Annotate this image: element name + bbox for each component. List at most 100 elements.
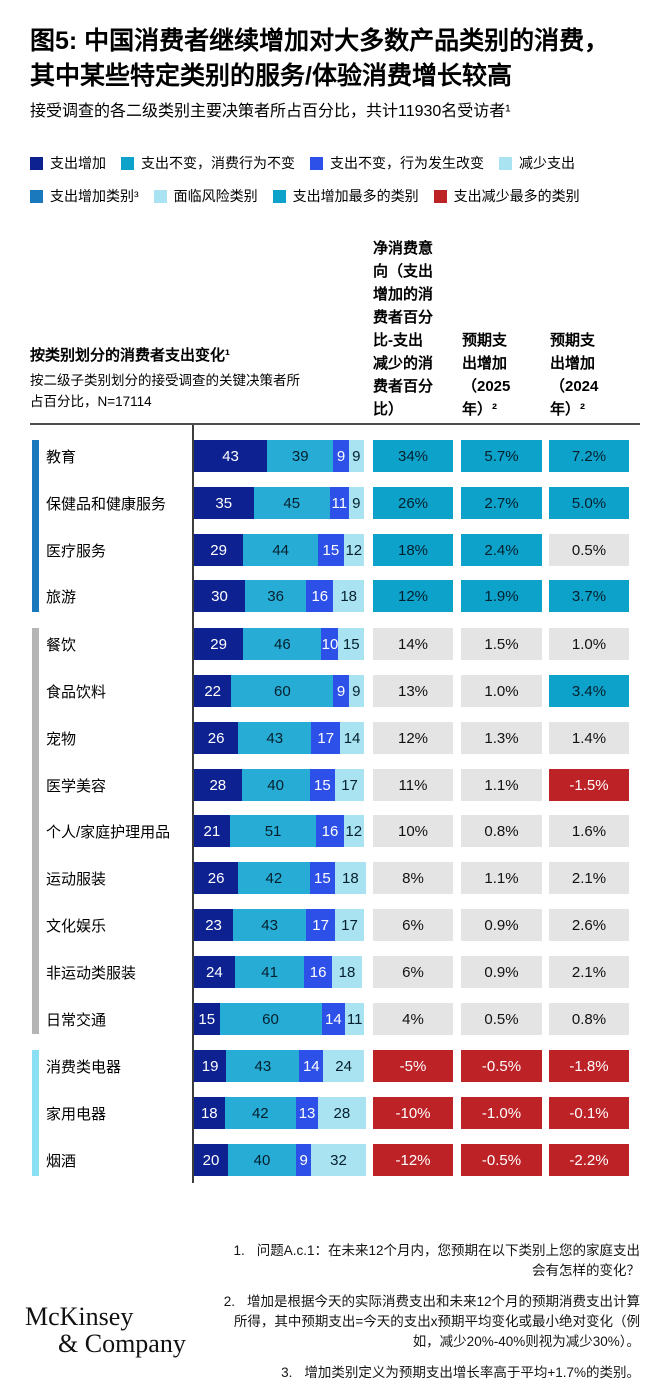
legend-swatch — [499, 156, 512, 170]
category-label: 餐饮 — [46, 636, 77, 654]
value-cell: -0.5% — [461, 1144, 542, 1176]
column-header-2024: 预期支出增加（2024年）² — [550, 332, 599, 418]
bar-segment: 9 — [348, 440, 364, 472]
stacked-bar: 21 51 16 12 — [194, 815, 364, 847]
value-cell: 4% — [373, 1003, 453, 1035]
column-header-net-intent: 净消费意向（支出增加的消费者百分比-支出减少的消费者百分比） — [373, 240, 434, 418]
stacked-bar: 30 36 16 18 — [194, 580, 364, 612]
legend-label: 面临风险类别 — [173, 188, 258, 204]
stacked-bar: 23 43 17 17 — [194, 909, 364, 941]
legend-swatch — [433, 189, 447, 203]
bar-segment: 43 — [194, 440, 268, 472]
bar-segment: 17 — [306, 909, 336, 941]
value-cell: 0.5% — [461, 1003, 542, 1035]
legend-label: 支出减少最多的类别 — [453, 188, 580, 204]
legend-item: 支出不变，行为发生改变 — [310, 153, 484, 173]
value-cell: 10% — [373, 815, 453, 847]
bar-segment: 43 — [226, 1050, 300, 1082]
bar-segment: 9 — [333, 675, 349, 707]
value-cell: 34% — [373, 440, 453, 472]
value-cell: 12% — [373, 722, 453, 754]
value-cell: 1.1% — [461, 769, 542, 801]
category-label: 个人/家庭护理用品 — [46, 823, 171, 841]
value-cell: 1.0% — [549, 628, 629, 660]
stacked-bar: 35 45 11 9 — [194, 487, 364, 519]
legend-item: 支出增加最多的类别 — [272, 186, 419, 206]
value-cell: 3.7% — [549, 580, 629, 612]
bar-segment: 18 — [333, 580, 364, 612]
value-cell: -10% — [373, 1097, 453, 1129]
bar-segment: 46 — [243, 628, 322, 660]
header-rule — [30, 423, 640, 425]
legend: 支出增加 支出不变，消费行为不变 支出不变，行为发生改变 减少支出 支出增加类别³ 面临风… — [30, 153, 652, 219]
footnote-number: 2. — [223, 1294, 235, 1309]
bar-segment: 43 — [238, 722, 312, 754]
stacked-bar: 20 40 9 32 — [194, 1144, 366, 1176]
bar-segment: 11 — [345, 1003, 364, 1035]
category-label: 食品饮料 — [46, 683, 107, 701]
bar-segment: 14 — [321, 1003, 346, 1035]
legend-label: 支出增加类别³ — [50, 188, 139, 204]
value-cell: 1.1% — [461, 862, 542, 894]
bar-segment: 39 — [267, 440, 334, 472]
value-cell: -1.0% — [461, 1097, 542, 1129]
value-cell: 13% — [373, 675, 453, 707]
footnote-text: 问题A.c.1：在未来12个月内，您预期在以下类别上您的家庭支出会有怎样的变化？ — [256, 1243, 640, 1278]
bar-segment: 43 — [233, 909, 307, 941]
value-cell: 0.5% — [549, 534, 629, 566]
value-cell: 2.4% — [461, 534, 542, 566]
bar-segment: 18 — [335, 862, 366, 894]
bar-segment: 18 — [194, 1097, 225, 1129]
legend-swatch — [30, 156, 43, 170]
group-indicator — [32, 440, 39, 612]
category-label: 文化娱乐 — [46, 917, 107, 935]
bar-segment: 15 — [309, 769, 336, 801]
logo-line-2: & Company — [58, 1329, 186, 1358]
value-cell: 5.7% — [461, 440, 542, 472]
legend-swatch — [30, 189, 43, 203]
bar-segment: 21 — [194, 815, 230, 847]
value-cell: 1.6% — [549, 815, 629, 847]
bar-segment: 16 — [306, 580, 334, 612]
category-label: 医疗服务 — [46, 542, 107, 560]
category-label: 消费类电器 — [46, 1058, 122, 1076]
bar-segment: 22 — [194, 675, 232, 707]
value-cell: 6% — [373, 956, 453, 988]
legend-row: 支出增加 支出不变，消费行为不变 支出不变，行为发生改变 减少支出 — [30, 153, 652, 173]
bar-segment: 15 — [318, 534, 344, 566]
chart-subheading: 按二级子类别划分的接受调查的关键决策者所占百分比，N=17114 — [30, 373, 300, 409]
value-cell: 2.1% — [549, 862, 629, 894]
value-cell: 0.9% — [461, 956, 542, 988]
bar-segment: 44 — [243, 534, 319, 566]
value-cell: -0.1% — [549, 1097, 629, 1129]
value-cell: 1.0% — [461, 675, 542, 707]
logo-line-1: McKinsey — [25, 1302, 134, 1331]
category-label: 旅游 — [46, 588, 77, 606]
figure-title: 图5: 中国消费者继续增加对大多数产品类别的消费，其中某些特定类别的服务/体验消… — [30, 27, 610, 90]
category-label: 医学美容 — [46, 777, 107, 795]
legend-label: 减少支出 — [519, 155, 575, 171]
value-cell: -1.5% — [549, 769, 629, 801]
value-cell: 2.1% — [549, 956, 629, 988]
bar-segment: 17 — [311, 722, 341, 754]
bar-segment: 51 — [229, 815, 317, 847]
stacked-bar: 18 42 13 28 — [194, 1097, 366, 1129]
stacked-bar: 28 40 15 17 — [194, 769, 364, 801]
value-cell: 2.6% — [549, 909, 629, 941]
chart-heading: 按类别划分的消费者支出变化¹ — [30, 347, 230, 364]
bar-segment: 60 — [219, 1003, 322, 1035]
stacked-bar: 24 41 16 18 — [194, 956, 363, 988]
value-cell: 0.9% — [461, 909, 542, 941]
category-label: 宠物 — [46, 730, 77, 748]
bar-segment: 29 — [194, 534, 244, 566]
legend-item: 减少支出 — [499, 153, 575, 173]
category-label: 家用电器 — [46, 1105, 107, 1123]
value-cell: -2.2% — [549, 1144, 629, 1176]
footnote-text: 增加是根据今天的实际消费支出和未来12个月的预期消费支出计算所得，其中预期支出=… — [233, 1294, 640, 1349]
value-cell: 6% — [373, 909, 453, 941]
bar-segment: 12 — [343, 534, 364, 566]
footnote-3: 3. 增加类别定义为预期支出增长率高于平均+1.7%的类别。 — [222, 1363, 640, 1383]
value-cell: -12% — [373, 1144, 453, 1176]
bar-segment: 10 — [321, 628, 339, 660]
